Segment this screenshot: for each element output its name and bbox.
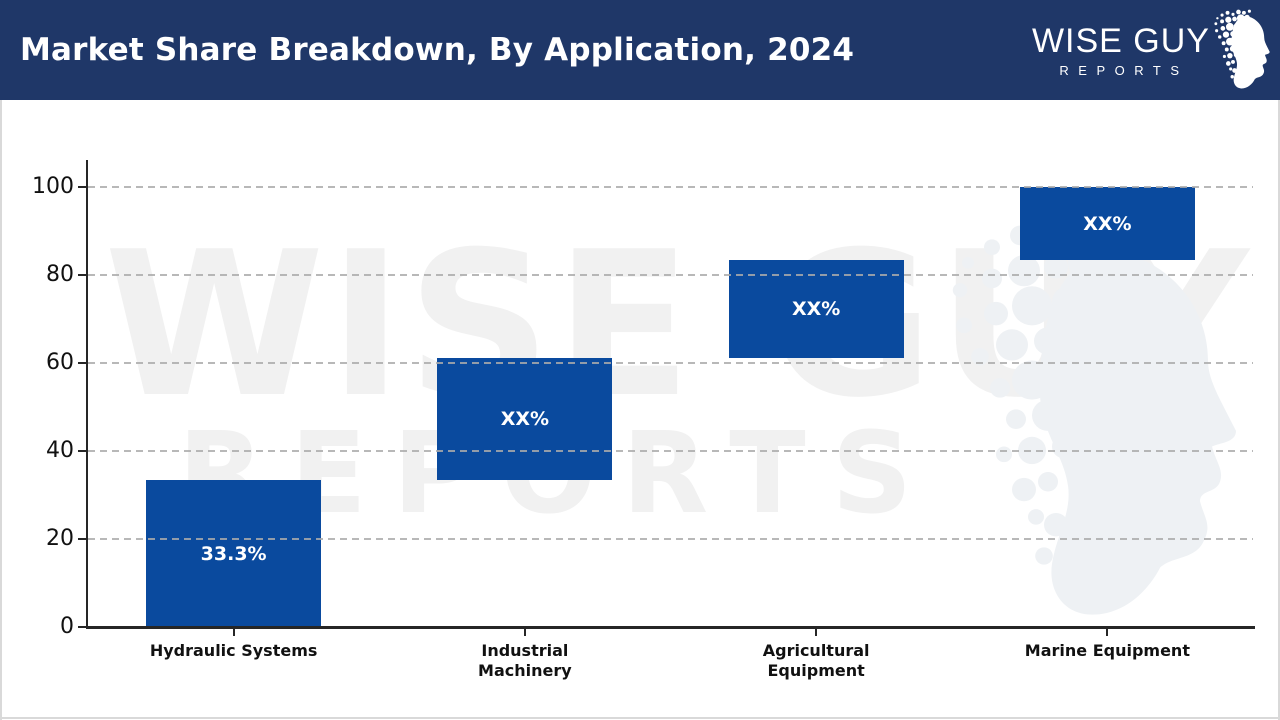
y-tick bbox=[78, 626, 87, 628]
plot: 0 20 40 60 80 100 33.3% Hydraulic Systems XX% Ind… bbox=[0, 100, 1280, 720]
y-tick-label: 40 bbox=[46, 438, 74, 463]
bar-value-label: 33.3% bbox=[200, 542, 267, 565]
bar-hydraulic-systems bbox=[146, 480, 322, 627]
page-title: Market Share Breakdown, By Application, … bbox=[20, 32, 855, 68]
brand-logo: WISE GUY REPORTS bbox=[1032, 5, 1272, 97]
x-category-label-line: Agricultural bbox=[762, 641, 870, 660]
x-tick bbox=[815, 629, 818, 636]
x-tick bbox=[1106, 629, 1109, 636]
right-border bbox=[1278, 100, 1280, 720]
brand-logo-text: WISE GUY REPORTS bbox=[1031, 22, 1210, 78]
x-category-label-line: Marine Equipment bbox=[1024, 641, 1190, 660]
bar-agricultural-equipment bbox=[728, 260, 904, 359]
y-tick-label: 0 bbox=[60, 614, 74, 639]
y-tick-label: 60 bbox=[46, 350, 74, 375]
brand-subtitle: REPORTS bbox=[1059, 62, 1189, 78]
x-category-label-line: Machinery bbox=[478, 661, 572, 680]
chart-area: WISE GUY REPORTS 02040608010033.3%Hydrau… bbox=[0, 100, 1280, 720]
x-category-label: Hydraulic Systems bbox=[119, 641, 349, 661]
x-category-label: Industrial Machinery bbox=[410, 641, 640, 681]
y-tick-label: 80 bbox=[46, 262, 74, 287]
gridline bbox=[88, 538, 1253, 540]
x-tick bbox=[523, 629, 526, 636]
bar-industrial-machinery bbox=[437, 358, 613, 481]
y-tick-label: 100 bbox=[32, 174, 74, 199]
y-tick bbox=[78, 274, 87, 276]
y-tick bbox=[78, 362, 87, 364]
bar-value-label: XX% bbox=[500, 408, 550, 431]
gridline bbox=[88, 274, 1253, 276]
gridline bbox=[88, 450, 1253, 452]
x-category-label: Agricultural Equipment bbox=[701, 641, 931, 681]
bar-value-label: XX% bbox=[1083, 212, 1132, 235]
x-category-label-line: Industrial bbox=[481, 641, 569, 660]
y-tick bbox=[78, 186, 87, 188]
left-border bbox=[0, 100, 2, 720]
x-category-label: Marine Equipment bbox=[992, 641, 1222, 661]
y-tick bbox=[78, 450, 87, 452]
y-axis bbox=[86, 160, 88, 628]
x-axis bbox=[86, 626, 1255, 629]
y-tick-label: 20 bbox=[46, 526, 74, 551]
gridline bbox=[88, 362, 1253, 364]
x-category-label-line: Hydraulic Systems bbox=[149, 641, 318, 660]
bottom-border bbox=[0, 717, 1280, 719]
header-bar: Market Share Breakdown, By Application, … bbox=[0, 0, 1280, 100]
gridline bbox=[88, 186, 1253, 188]
bar-value-label: XX% bbox=[791, 298, 841, 321]
y-tick bbox=[78, 538, 87, 540]
x-category-label-line: Equipment bbox=[767, 661, 865, 680]
bar-marine-equipment bbox=[1019, 187, 1195, 261]
brand-wordmark: WISE GUY bbox=[1031, 22, 1210, 61]
x-tick bbox=[232, 629, 235, 636]
